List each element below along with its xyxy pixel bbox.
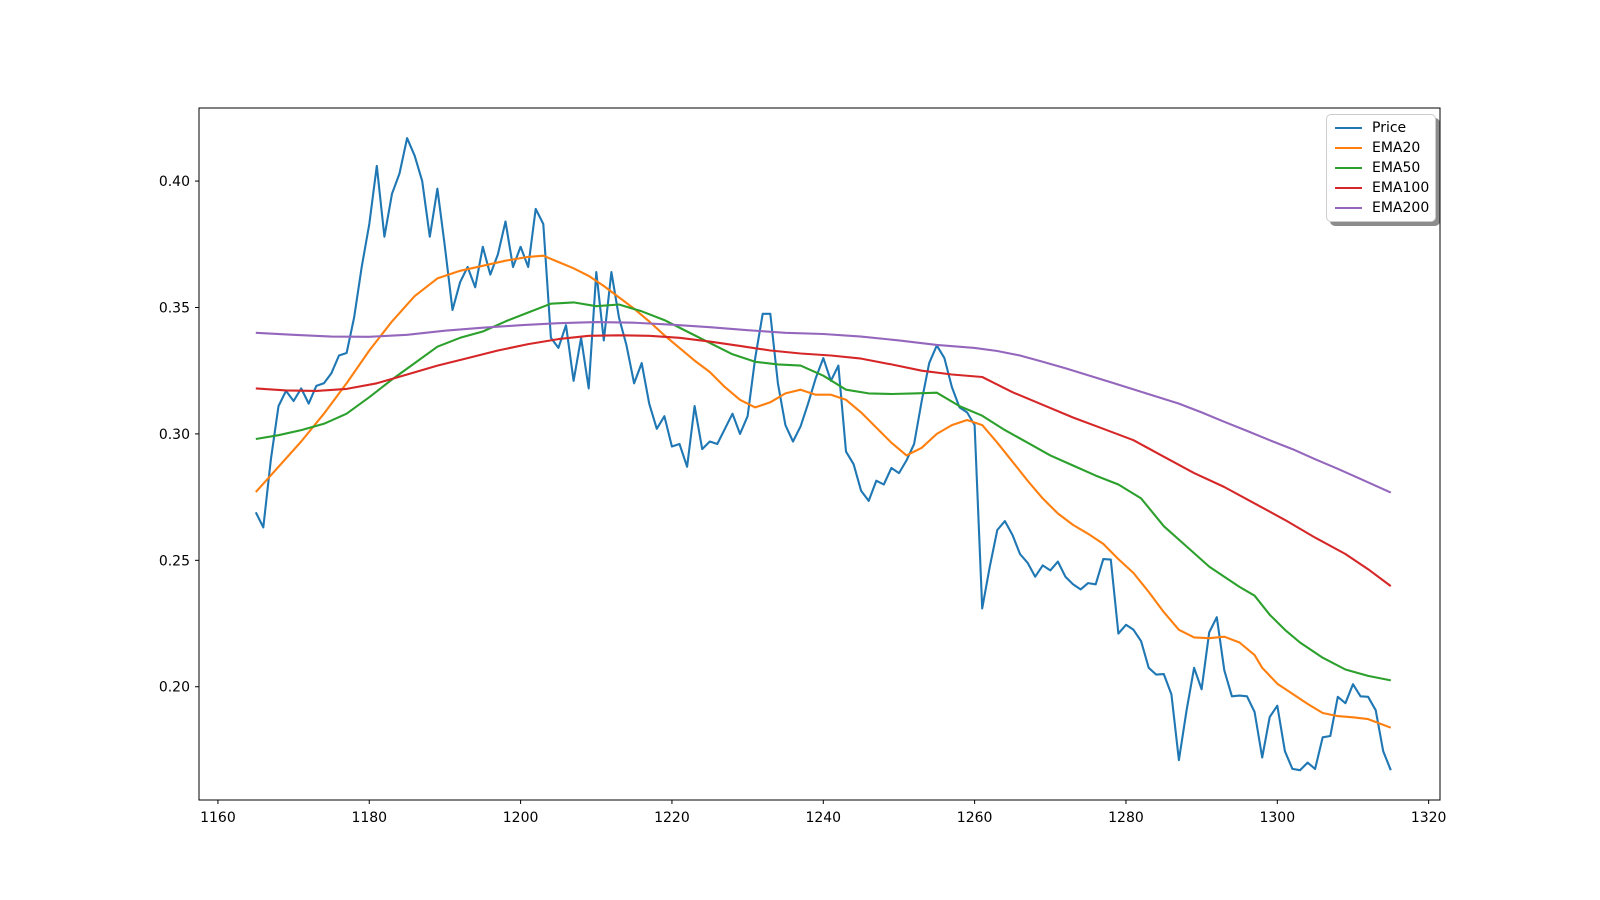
axis-ticks xyxy=(195,180,1430,804)
ema20-line xyxy=(255,254,1392,729)
legend-item-ema20: EMA20 xyxy=(1335,138,1429,158)
x-axis-tick-label: 1320 xyxy=(1411,810,1447,826)
price-line-swatch xyxy=(1335,127,1362,129)
legend-label: Price xyxy=(1372,120,1407,136)
axis-tick-labels: 1160 1180 1200 1220 1240 1260 1280 1300 1320 0.20… xyxy=(159,174,1447,826)
legend-item-price: Price xyxy=(1335,118,1429,138)
legend-item-ema200: EMA200 xyxy=(1335,198,1429,218)
legend-box: Price EMA20 EMA50 EMA100 EMA200 xyxy=(1326,114,1436,222)
y-axis-tick-label: 0.30 xyxy=(159,427,190,443)
x-axis-tick-label: 1240 xyxy=(805,810,841,826)
ema100-line xyxy=(255,334,1392,587)
ema100-line-swatch xyxy=(1335,187,1362,189)
x-axis-tick-label: 1220 xyxy=(654,810,690,826)
legend-label: EMA20 xyxy=(1372,140,1421,156)
legend-item-ema50: EMA50 xyxy=(1335,158,1429,178)
x-axis-tick-label: 1280 xyxy=(1108,810,1144,826)
ema50-line-swatch xyxy=(1335,167,1362,169)
legend-item-ema100: EMA100 xyxy=(1335,178,1429,198)
x-axis-tick-label: 1180 xyxy=(351,810,387,826)
y-axis-tick-label: 0.25 xyxy=(159,553,190,569)
ema200-line-swatch xyxy=(1335,207,1362,209)
x-axis-tick-label: 1160 xyxy=(200,810,236,826)
series-lines xyxy=(254,137,1392,772)
x-axis-tick-label: 1200 xyxy=(503,810,539,826)
plot-area-border xyxy=(198,107,1441,801)
x-axis-tick-label: 1260 xyxy=(957,810,993,826)
y-axis-tick-label: 0.20 xyxy=(159,680,190,696)
y-axis-tick-label: 0.35 xyxy=(159,300,190,316)
ema20-line-swatch xyxy=(1335,147,1362,149)
price-line xyxy=(254,137,1392,772)
ema50-line xyxy=(255,301,1392,682)
legend-label: EMA100 xyxy=(1372,180,1430,196)
legend-label: EMA200 xyxy=(1372,200,1430,216)
legend-label: EMA50 xyxy=(1372,160,1421,176)
ema200-line xyxy=(255,321,1392,494)
y-axis-tick-label: 0.40 xyxy=(159,174,190,190)
x-axis-tick-label: 1300 xyxy=(1259,810,1295,826)
axes-spines xyxy=(198,107,1441,801)
